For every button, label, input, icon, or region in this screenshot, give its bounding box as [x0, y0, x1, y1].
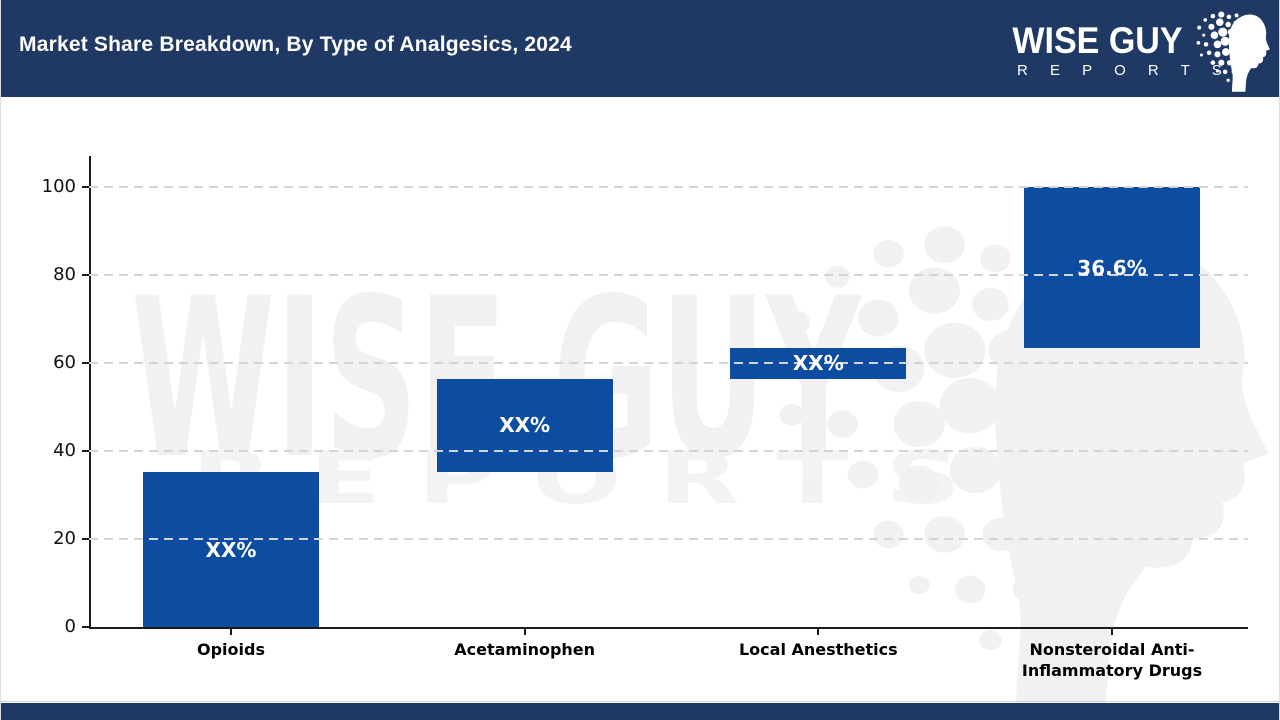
y-tick-label: 60: [53, 352, 76, 373]
y-axis-tick: [82, 538, 89, 540]
footer-bar: [1, 703, 1279, 720]
logo-reports-text: R E P O R T S: [1017, 62, 1231, 79]
x-axis-tick: [1111, 629, 1113, 635]
x-axis-tick: [523, 629, 526, 635]
y-axis-line: [89, 156, 91, 629]
logo-wiseguy-text: WISE GUY: [1012, 20, 1183, 61]
category-label-local-anesthetics: Local Anesthetics: [738, 640, 898, 659]
y-axis-tick: [82, 362, 89, 364]
y-tick-label: 20: [53, 528, 76, 549]
category-label-nonsteroidal-anti-inflammatory-drugs: Nonsteroidal Anti-Inflammatory Drugs: [1021, 640, 1203, 680]
x-axis-line: [89, 627, 1248, 629]
category-label-opioids: Opioids: [197, 640, 265, 659]
page-title: Market Share Breakdown, By Type of Analg…: [19, 33, 572, 56]
footer-divider: [1, 701, 1279, 702]
bar-opioids: [143, 472, 319, 627]
y-axis-tick: [82, 626, 89, 628]
gridline-20: [89, 538, 1248, 540]
bar-value-label: XX%: [792, 351, 844, 376]
y-tick-label: 80: [53, 264, 76, 285]
y-tick-label: 0: [64, 616, 76, 637]
bar-value-label: XX%: [205, 537, 257, 562]
bar-value-label: 36.6%: [1077, 255, 1147, 280]
bar-nonsteroidal-anti-inflammatory-drugs: [1024, 187, 1200, 349]
bar-value-label: XX%: [499, 413, 551, 438]
brand-logo: WISE GUY R E P O R T S: [1011, 6, 1271, 92]
y-axis-tick: [82, 450, 89, 452]
gridline-80: [89, 274, 1248, 276]
logo-dotface-icon: [1196, 11, 1270, 92]
x-axis-tick: [817, 629, 820, 635]
y-axis-tick: [82, 274, 89, 276]
bar-acetaminophen: [436, 378, 613, 473]
waterfall-chart: 0 20 40 60 80 100 XX% Opioids XX% Acetaminophen XX…: [1, 97, 1279, 703]
y-tick-label: 100: [41, 176, 76, 197]
gridline-60: [89, 362, 1248, 364]
header-bar: Market Share Breakdown, By Type of Analg…: [1, 0, 1279, 97]
y-axis-tick: [82, 186, 89, 188]
gridline-100: [89, 186, 1248, 188]
y-tick-label: 40: [53, 440, 76, 461]
gridline-40: [89, 450, 1248, 452]
category-label-acetaminophen: Acetaminophen: [454, 640, 596, 659]
x-axis-tick: [230, 629, 232, 635]
